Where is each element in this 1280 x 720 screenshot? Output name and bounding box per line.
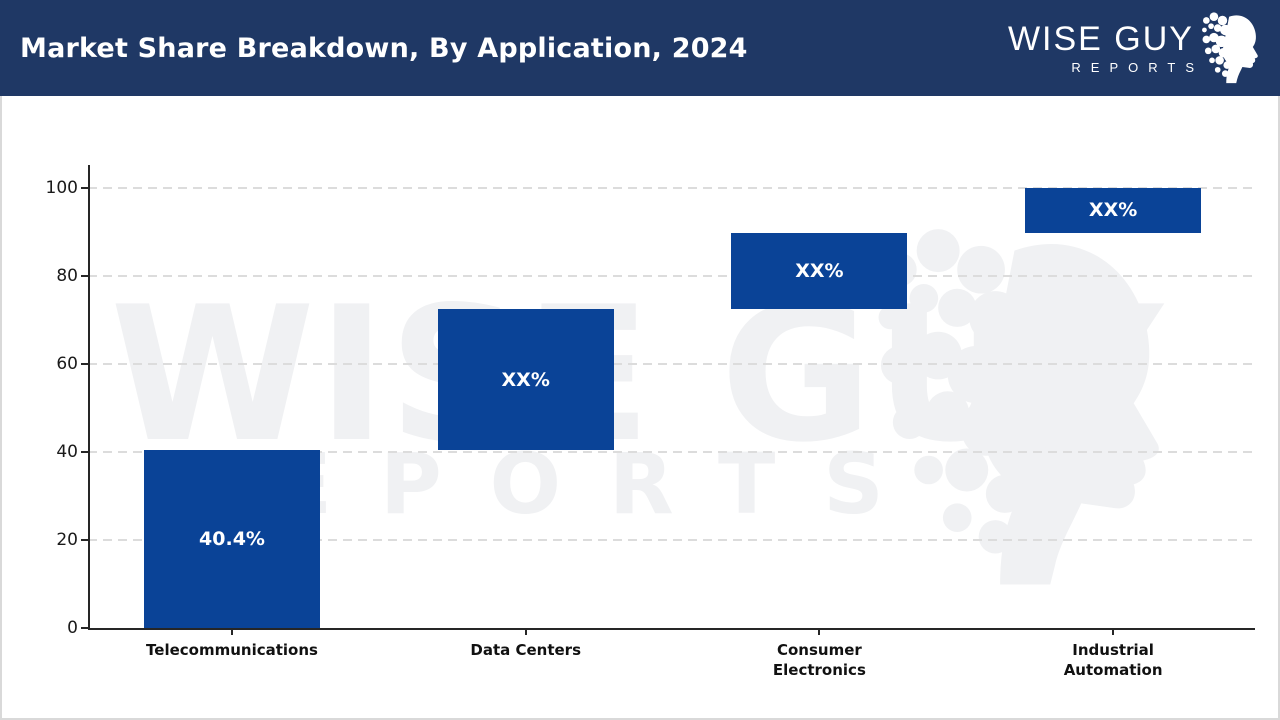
category-label-telecommunications: Telecommunications bbox=[146, 641, 318, 659]
gridline-80 bbox=[88, 274, 1255, 277]
ytick-0 bbox=[81, 627, 88, 629]
brand-logo: WISE GUY REPORTS bbox=[1008, 11, 1262, 85]
plot-area: WISE GUY REPORTS 0 20 40 60 80 100 40.4% Teleco… bbox=[0, 96, 1280, 720]
ytick-100 bbox=[81, 186, 88, 189]
brand-subtitle: REPORTS bbox=[1071, 60, 1204, 75]
ytick-label-0: 0 bbox=[67, 618, 78, 638]
bar-value-label-telecommunications: 40.4% bbox=[199, 528, 265, 550]
xtick-industrial-automation bbox=[1112, 628, 1115, 635]
brand-name: WISE GUY bbox=[1007, 20, 1194, 58]
bar-data-centers bbox=[437, 309, 614, 451]
x-axis-line bbox=[88, 628, 1255, 630]
ytick-40 bbox=[81, 450, 88, 453]
gridline-20 bbox=[88, 538, 1255, 541]
category-label-industrial-automation: Industrial Automation bbox=[1063, 641, 1163, 679]
header-bar: Market Share Breakdown, By Application, … bbox=[0, 0, 1280, 96]
bar-value-label-industrial-automation: XX% bbox=[1088, 199, 1138, 222]
ytick-label-20: 20 bbox=[56, 529, 78, 550]
xtick-telecommunications bbox=[231, 628, 233, 635]
category-label-data-centers: Data Centers bbox=[470, 641, 581, 659]
ytick-label-80: 80 bbox=[56, 265, 78, 286]
gridline-40 bbox=[88, 450, 1255, 453]
bar-value-label-data-centers: XX% bbox=[501, 368, 550, 391]
xtick-consumer-electronics bbox=[818, 628, 821, 635]
bar-telecommunications bbox=[144, 450, 320, 628]
bar-value-label-consumer-electronics: XX% bbox=[795, 260, 844, 283]
bar-consumer-electronics bbox=[731, 233, 908, 310]
y-axis-line bbox=[88, 165, 90, 630]
ytick-20 bbox=[81, 538, 88, 541]
xtick-data-centers bbox=[524, 628, 527, 635]
gridline-60 bbox=[88, 362, 1255, 365]
ytick-60 bbox=[81, 362, 88, 365]
category-label-consumer-electronics: Consumer Electronics bbox=[772, 641, 866, 679]
brand-head-icon bbox=[1202, 12, 1258, 84]
ytick-label-100: 100 bbox=[45, 177, 78, 198]
ytick-80 bbox=[81, 274, 88, 277]
ytick-label-40: 40 bbox=[56, 441, 78, 462]
brand-logo-text: WISE GUY REPORTS bbox=[1008, 22, 1194, 74]
chart-title: Market Share Breakdown, By Application, … bbox=[20, 32, 748, 64]
bar-industrial-automation bbox=[1025, 187, 1202, 234]
gridline-100 bbox=[88, 186, 1255, 189]
ytick-label-60: 60 bbox=[56, 353, 78, 374]
